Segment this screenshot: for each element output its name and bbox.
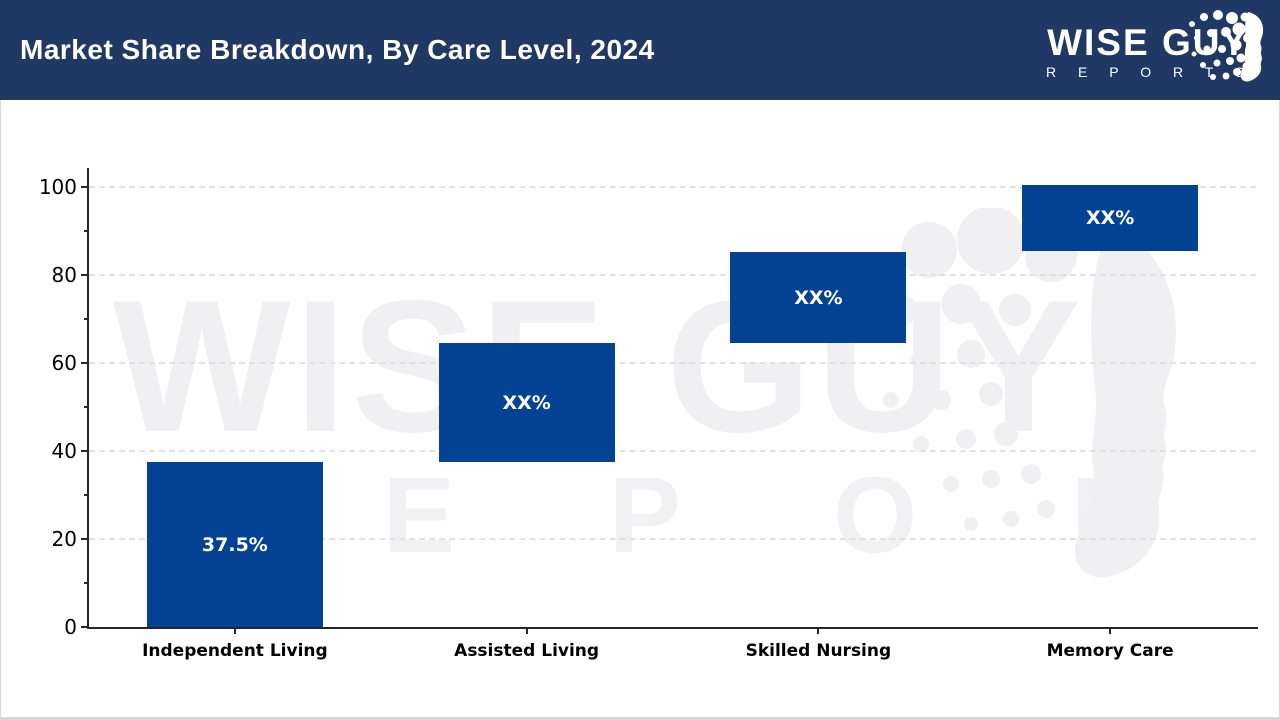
page-title: Market Share Breakdown, By Care Level, 2… (20, 34, 655, 65)
waterfall-bar-assisted-living: XX% (438, 343, 615, 462)
bar-value-label: XX% (502, 391, 551, 414)
waterfall-bar-memory-care: XX% (1022, 185, 1199, 252)
y-gridline (89, 274, 1256, 276)
y-gridline (89, 362, 1256, 364)
chart-area: WISE GUY R E P O R T S 02040608010037.5%… (0, 100, 1280, 717)
bar-value-label: XX% (794, 286, 843, 309)
y-axis-tick-label: 20 (51, 527, 77, 551)
y-axis-minor-tick (84, 582, 89, 584)
y-axis-tick (81, 274, 89, 276)
y-axis-tick-label: 100 (38, 175, 77, 199)
y-axis-tick (81, 362, 89, 364)
logo-subtitle: R E P O R T S (1046, 64, 1254, 80)
y-gridline (89, 186, 1256, 188)
y-axis-minor-tick (84, 406, 89, 408)
x-axis-category-label: Independent Living (142, 641, 328, 661)
y-axis-tick-label: 80 (51, 263, 77, 287)
y-axis-tick (81, 450, 89, 452)
y-axis-minor-tick (84, 318, 89, 320)
y-axis-tick-label: 0 (64, 615, 77, 639)
plot-area: 0 20 40 60 80 100 37.5% Independent Living XX% As… (1, 100, 1279, 717)
waterfall-bar-skilled-nursing: XX% (730, 252, 907, 344)
y-axis-tick (81, 626, 89, 628)
dotted-face-icon (1189, 10, 1264, 82)
x-axis-category-label: Skilled Nursing (745, 641, 892, 661)
y-axis-line (87, 168, 89, 629)
y-gridline (89, 450, 1256, 452)
x-axis-tick (1109, 627, 1112, 634)
y-axis-minor-tick (84, 494, 89, 496)
y-gridline (89, 538, 1256, 540)
wise-guy-reports-logo: WISE GUY R E P O R T S (1016, 6, 1266, 94)
x-axis-tick (233, 627, 236, 634)
y-axis-tick-label: 60 (51, 351, 77, 375)
x-axis-line (87, 627, 1258, 629)
y-axis-tick-label: 40 (51, 439, 77, 463)
bar-value-label: 37.5% (201, 533, 268, 556)
x-axis-category-label: Assisted Living (454, 641, 600, 661)
y-axis-tick (81, 538, 89, 540)
bar-value-label: XX% (1085, 207, 1135, 230)
x-axis-category-label: Memory Care (1046, 641, 1174, 661)
waterfall-bar-independent-living: 37.5% (146, 462, 323, 627)
y-axis-minor-tick (84, 230, 89, 232)
header-banner: Market Share Breakdown, By Care Level, 2… (0, 0, 1280, 100)
x-axis-tick (525, 627, 528, 634)
bottom-border (0, 717, 1280, 720)
y-axis-tick (81, 186, 89, 188)
x-axis-tick (817, 627, 820, 634)
